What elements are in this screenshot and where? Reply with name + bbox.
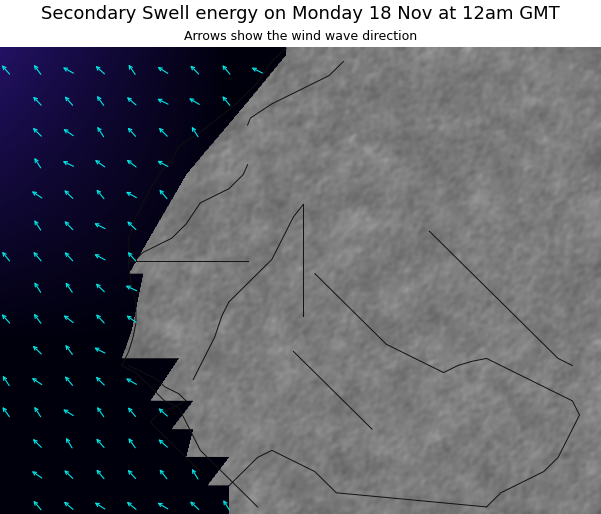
Text: Secondary Swell energy on Monday 18 Nov at 12am GMT: Secondary Swell energy on Monday 18 Nov … [41,5,560,23]
Text: Arrows show the wind wave direction: Arrows show the wind wave direction [184,30,417,43]
